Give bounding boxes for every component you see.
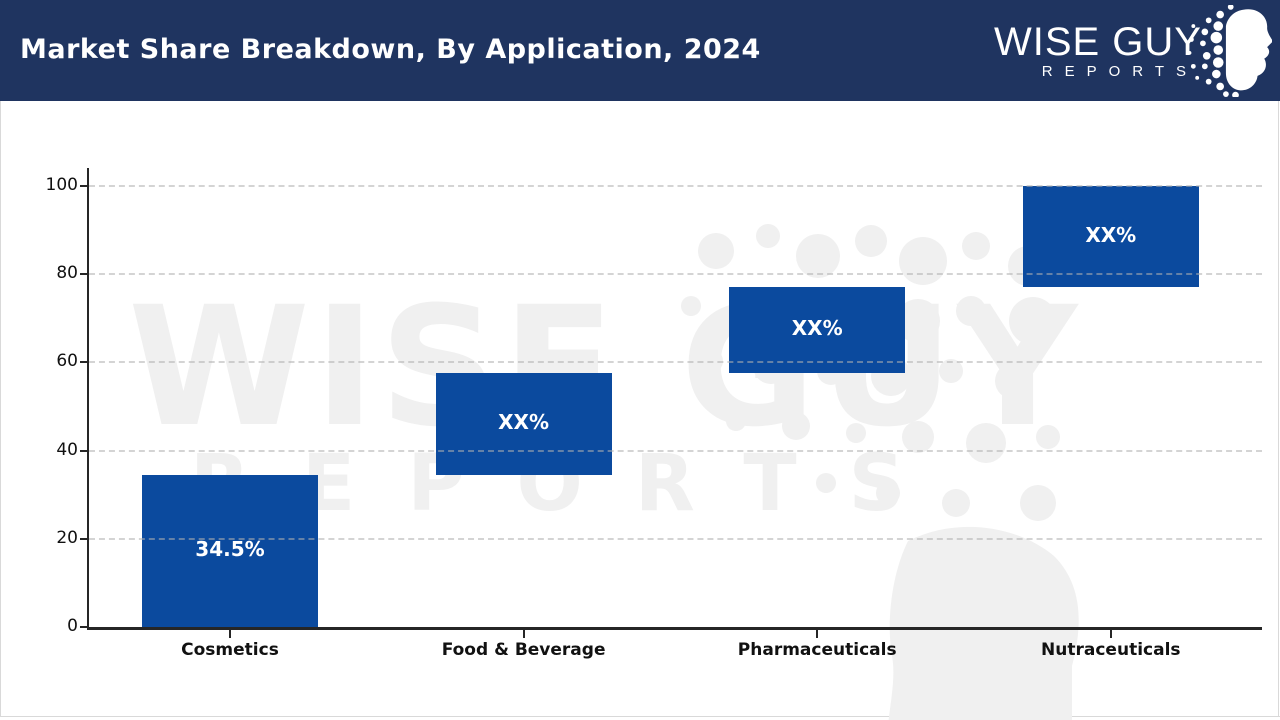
bar-cosmetics: [142, 474, 318, 627]
y-gridline: [89, 537, 1262, 540]
x-category-label: Pharmaceuticals: [737, 640, 897, 660]
y-tick-label: 60: [56, 351, 78, 372]
y-gridline: [89, 361, 1262, 364]
x-tick: [522, 630, 525, 638]
x-category-label: Food & Beverage: [441, 640, 606, 660]
y-gridline: [89, 273, 1262, 276]
page-title: Market Share Breakdown, By Application, …: [20, 34, 761, 65]
y-tick: [80, 626, 88, 628]
bar-food-beverage: [435, 373, 612, 475]
x-category-label: Cosmetics: [181, 640, 279, 660]
y-gridline: [89, 185, 1262, 187]
bottom-divider: [0, 716, 1280, 717]
dotted-head-icon: [1187, 5, 1272, 97]
logo-wordmark: WISE GUY: [993, 20, 1202, 64]
left-edge-divider: [0, 101, 1, 717]
y-tick-label: 40: [56, 439, 78, 460]
x-tick: [816, 630, 819, 638]
x-tick: [1109, 630, 1112, 638]
y-tick-label: 80: [56, 263, 78, 284]
bar-value-label: XX%: [1085, 222, 1137, 247]
y-tick-label: 20: [56, 527, 78, 548]
bar-value-label: XX%: [791, 316, 843, 341]
right-edge-divider: [1278, 101, 1279, 717]
bar-value-label: 34.5%: [195, 536, 265, 561]
logo: WISE GUY REPORTS: [994, 0, 1280, 101]
bar-value-label: XX%: [498, 410, 550, 435]
y-tick: [80, 537, 88, 540]
y-tick-label: 0: [67, 616, 78, 636]
y-tick-label: 100: [45, 175, 78, 195]
x-tick: [229, 630, 231, 638]
bar-nutraceuticals: [1022, 186, 1199, 288]
y-tick: [80, 361, 88, 364]
y-tick: [80, 449, 88, 452]
x-category-label: Nutraceuticals: [1041, 640, 1181, 660]
logo-subtitle: REPORTS: [1041, 63, 1198, 80]
y-axis-line: [87, 168, 89, 629]
x-axis-line: [87, 627, 1262, 630]
y-gridline: [89, 449, 1262, 452]
header: Market Share Breakdown, By Application, …: [0, 0, 1280, 101]
y-tick: [80, 273, 88, 276]
y-tick: [80, 185, 88, 187]
